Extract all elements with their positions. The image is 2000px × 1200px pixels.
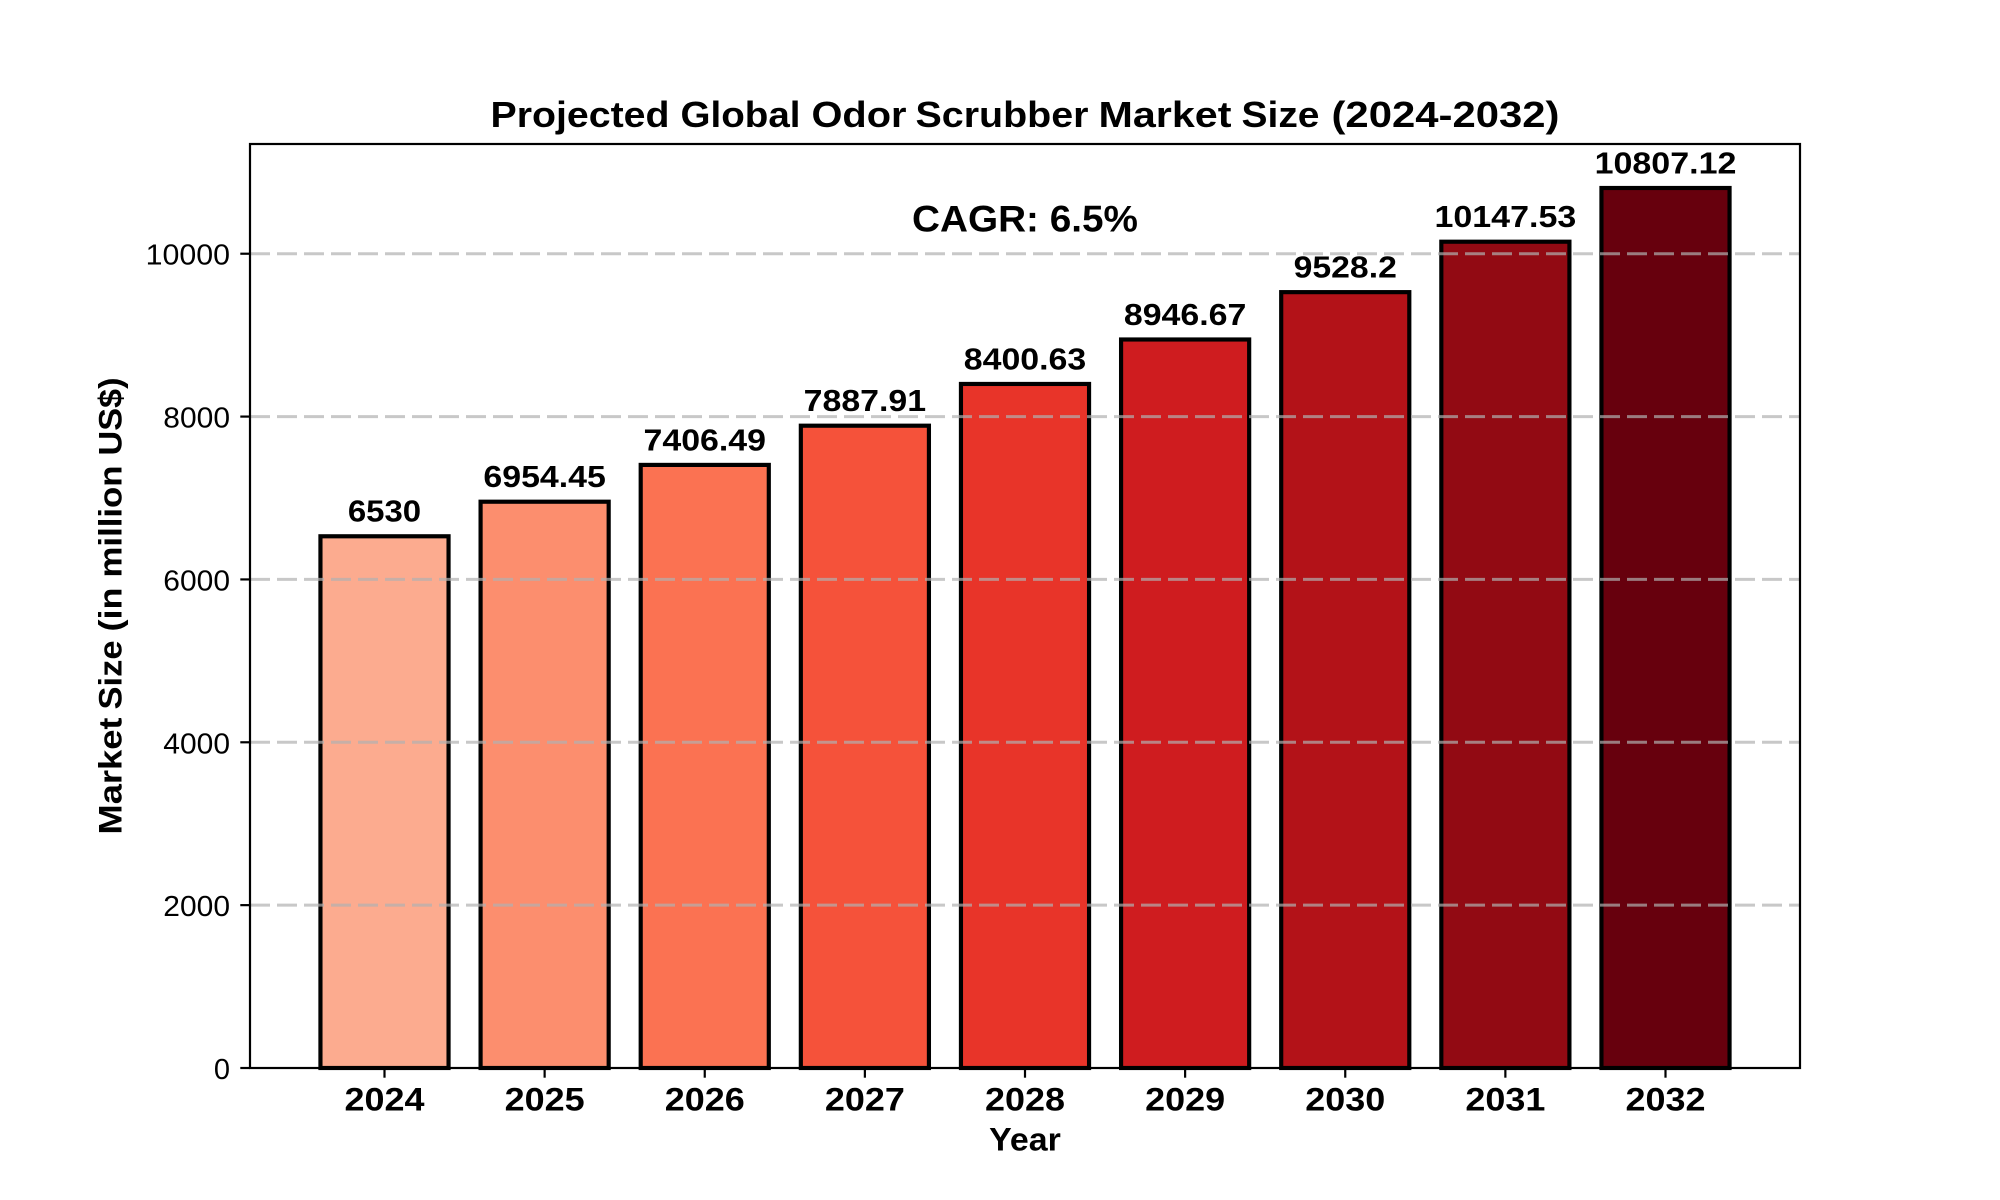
svg-text:Global: Global (681, 94, 801, 135)
svg-text:6000: 6000 (163, 565, 230, 597)
svg-text:10807.12: 10807.12 (1595, 147, 1737, 180)
svg-text:7887.91: 7887.91 (804, 385, 927, 418)
svg-text:7406.49: 7406.49 (644, 424, 767, 457)
svg-text:6954.45: 6954.45 (483, 461, 606, 494)
svg-text:2026: 2026 (665, 1081, 745, 1117)
svg-text:2032: 2032 (1626, 1081, 1706, 1117)
svg-text:2024: 2024 (345, 1081, 425, 1117)
svg-text:Year: Year (989, 1121, 1061, 1157)
svg-text:US$): US$) (93, 378, 129, 456)
svg-text:million: million (93, 466, 129, 578)
svg-text:6530: 6530 (348, 496, 421, 529)
svg-text:0: 0 (214, 1054, 230, 1086)
svg-text:Odor: Odor (812, 94, 907, 135)
svg-text:8946.67: 8946.67 (1124, 299, 1247, 332)
svg-text:Size: Size (93, 641, 129, 710)
svg-text:8000: 8000 (163, 403, 230, 435)
svg-text:2027: 2027 (825, 1081, 905, 1117)
svg-text:Scrubber: Scrubber (916, 94, 1089, 135)
svg-text:2030: 2030 (1305, 1081, 1385, 1117)
svg-text:8400.63: 8400.63 (964, 343, 1087, 376)
svg-text:(in: (in (93, 588, 129, 632)
svg-text:Market: Market (93, 717, 129, 834)
svg-text:2029: 2029 (1145, 1081, 1225, 1117)
svg-text:4000: 4000 (163, 728, 230, 760)
svg-text:Size: Size (1242, 94, 1320, 135)
svg-text:2028: 2028 (985, 1081, 1065, 1117)
svg-text:2031: 2031 (1465, 1081, 1545, 1117)
svg-text:CAGR: 6.5%: CAGR: 6.5% (912, 197, 1138, 239)
svg-text:Market: Market (1099, 94, 1232, 135)
svg-text:9528.2: 9528.2 (1294, 252, 1397, 285)
svg-text:(2024-2032): (2024-2032) (1332, 94, 1560, 135)
svg-text:2000: 2000 (163, 891, 230, 923)
svg-text:10000: 10000 (146, 240, 230, 272)
svg-text:2025: 2025 (505, 1081, 585, 1117)
svg-text:10147.53: 10147.53 (1434, 201, 1576, 234)
svg-text:Projected: Projected (491, 94, 670, 135)
